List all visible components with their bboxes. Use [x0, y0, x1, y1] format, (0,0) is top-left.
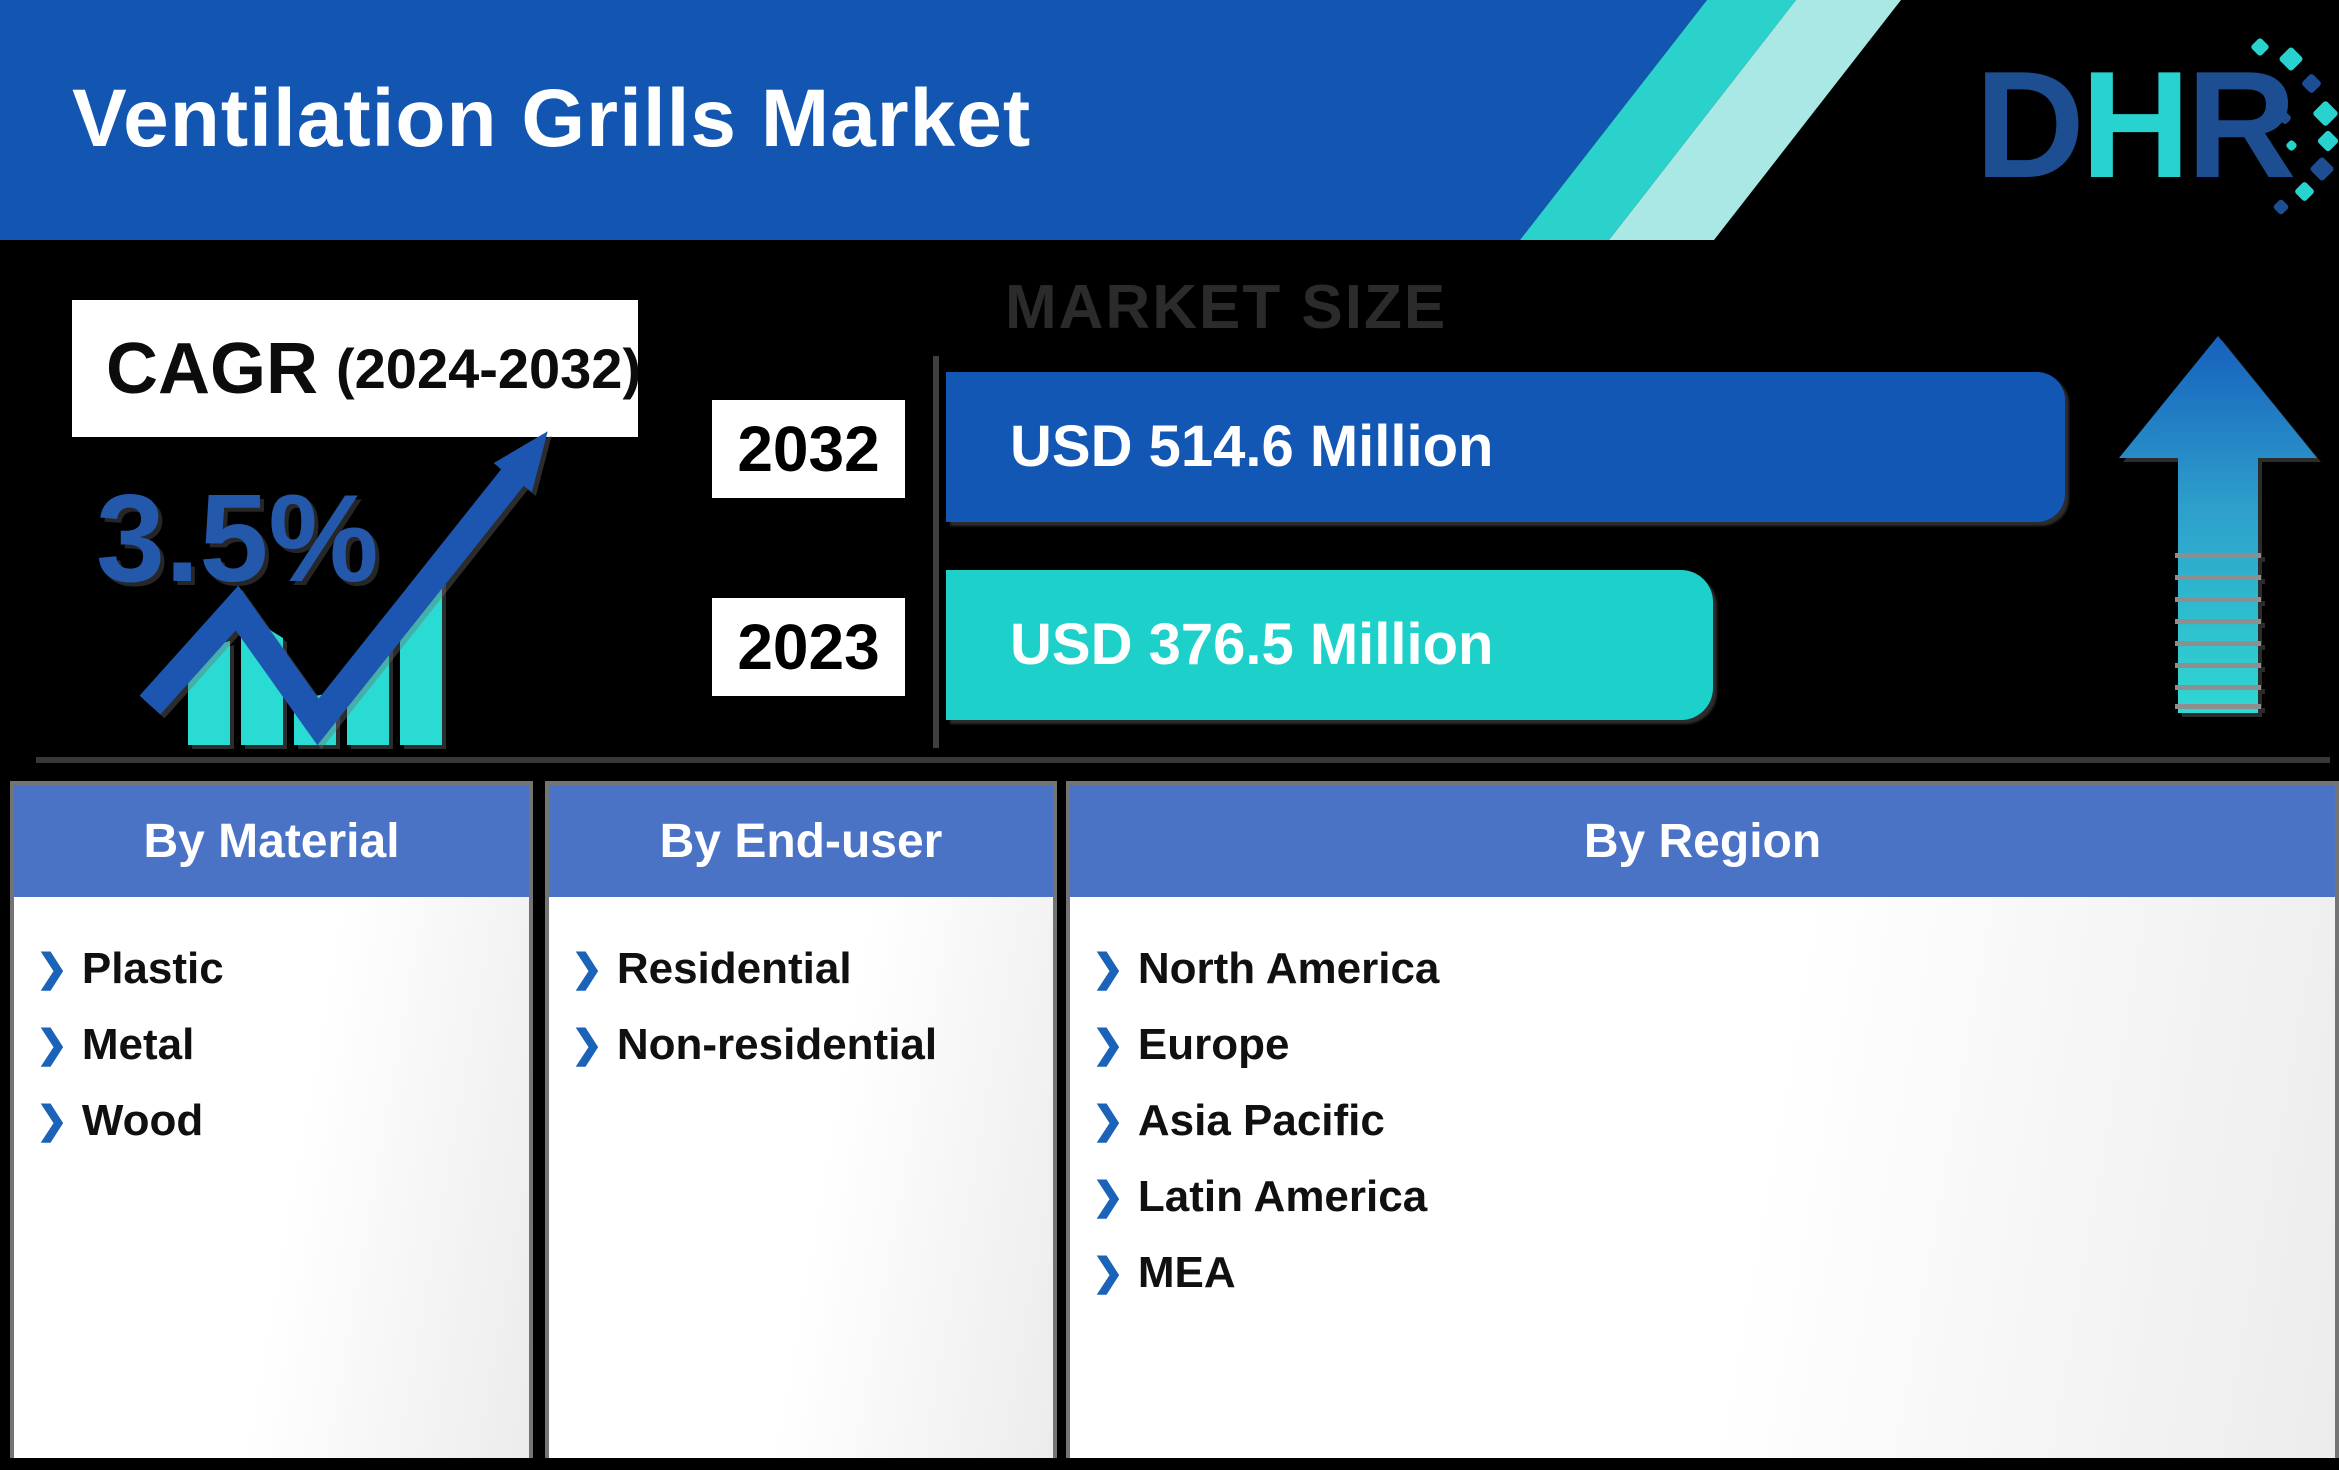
chevron-icon: ❯ [1092, 1252, 1124, 1294]
header-stripe-teal [1520, 0, 1796, 240]
year-label-2032: 2032 [712, 400, 905, 498]
logo-dot [2309, 156, 2335, 182]
brand-logo-letters: DHR [1975, 38, 2297, 213]
brand-logo: DHR [1975, 37, 2339, 216]
list-item-label: Residential [616, 944, 852, 993]
header-blue-shape [0, 0, 1707, 240]
list-item: ❯ Residential [571, 931, 1053, 1007]
chevron-icon: ❯ [1092, 1176, 1124, 1218]
bar-2023: USD 376.5 Million [946, 570, 1713, 720]
big-arrow-stripes [2175, 553, 2261, 709]
list-item: ❯ Non-residential [571, 1007, 1053, 1083]
logo-letter-r: R [2186, 40, 2297, 210]
big-up-arrow-icon [2119, 336, 2317, 713]
logo-letter-d: D [1975, 40, 2085, 210]
chevron-icon: ❯ [36, 948, 68, 990]
segment-panel-end-user: By End-user ❯ Residential ❯ Non-resident… [545, 781, 1057, 1458]
segment-panel-material: By Material ❯ Plastic ❯ Metal ❯ Wood [10, 781, 533, 1458]
list-item-label: Wood [81, 1096, 204, 1145]
trend-arrowhead [493, 431, 548, 493]
cagr-box: CAGR (2024-2032) [72, 300, 642, 437]
logo-dot [2316, 129, 2339, 153]
logo-dot [2293, 180, 2316, 203]
panel-list-material: ❯ Plastic ❯ Metal ❯ Wood [14, 897, 529, 1159]
section-divider [36, 757, 2330, 763]
page-title: Ventilation Grills Market [72, 73, 1032, 164]
list-item-label: Europe [1137, 1020, 1290, 1069]
market-size-title: MARKET SIZE [1005, 273, 1448, 342]
list-item-label: Plastic [81, 944, 224, 993]
list-item: ❯ Plastic [36, 931, 529, 1007]
list-item-label: Asia Pacific [1137, 1096, 1385, 1145]
cagr-period: (2024-2032) [336, 337, 642, 400]
trend-zigzag-line [139, 459, 531, 746]
chevron-icon: ❯ [1092, 948, 1124, 990]
panel-header-region: By Region [1070, 785, 2335, 897]
list-item: ❯ Europe [1092, 1007, 2335, 1083]
chevron-icon: ❯ [1092, 1100, 1124, 1142]
list-item: ❯ Latin America [1092, 1159, 2335, 1235]
year-label-2023: 2023 [712, 598, 905, 696]
segment-panel-region: By Region ❯ North America ❯ Europe ❯ Asi… [1066, 781, 2339, 1458]
chevron-icon: ❯ [571, 1024, 603, 1066]
list-item-label: Latin America [1137, 1172, 1428, 1221]
chevron-icon: ❯ [36, 1024, 68, 1066]
growth-trend-icon [139, 431, 548, 746]
list-item: ❯ Metal [36, 1007, 529, 1083]
chevron-icon: ❯ [571, 948, 603, 990]
panel-header-end-user: By End-user [549, 785, 1053, 897]
panel-list-region: ❯ North America ❯ Europe ❯ Asia Pacific … [1070, 897, 2335, 1311]
list-item-label: MEA [1137, 1248, 1236, 1297]
list-item-label: Non-residential [616, 1020, 938, 1069]
logo-letter-h: H [2080, 40, 2191, 210]
list-item: ❯ Wood [36, 1083, 529, 1159]
list-item-label: North America [1137, 944, 1440, 993]
panel-header-material: By Material [14, 785, 529, 897]
chevron-icon: ❯ [1092, 1024, 1124, 1066]
logo-dot [2312, 100, 2339, 127]
list-item: ❯ MEA [1092, 1235, 2335, 1311]
bar-axis-line [933, 356, 939, 748]
panel-list-end-user: ❯ Residential ❯ Non-residential [549, 897, 1053, 1083]
cagr-value: 3.5% [96, 470, 379, 608]
list-item: ❯ North America [1092, 931, 2335, 1007]
header-stripe-light-teal [1609, 0, 1901, 240]
chevron-icon: ❯ [36, 1100, 68, 1142]
list-item: ❯ Asia Pacific [1092, 1083, 2335, 1159]
bar-2032: USD 514.6 Million [946, 372, 2065, 522]
cagr-label: CAGR [106, 328, 318, 409]
big-arrow-shape [2119, 336, 2317, 713]
header-band [0, 0, 1901, 240]
list-item-label: Metal [81, 1020, 195, 1069]
logo-dot [2300, 72, 2323, 95]
